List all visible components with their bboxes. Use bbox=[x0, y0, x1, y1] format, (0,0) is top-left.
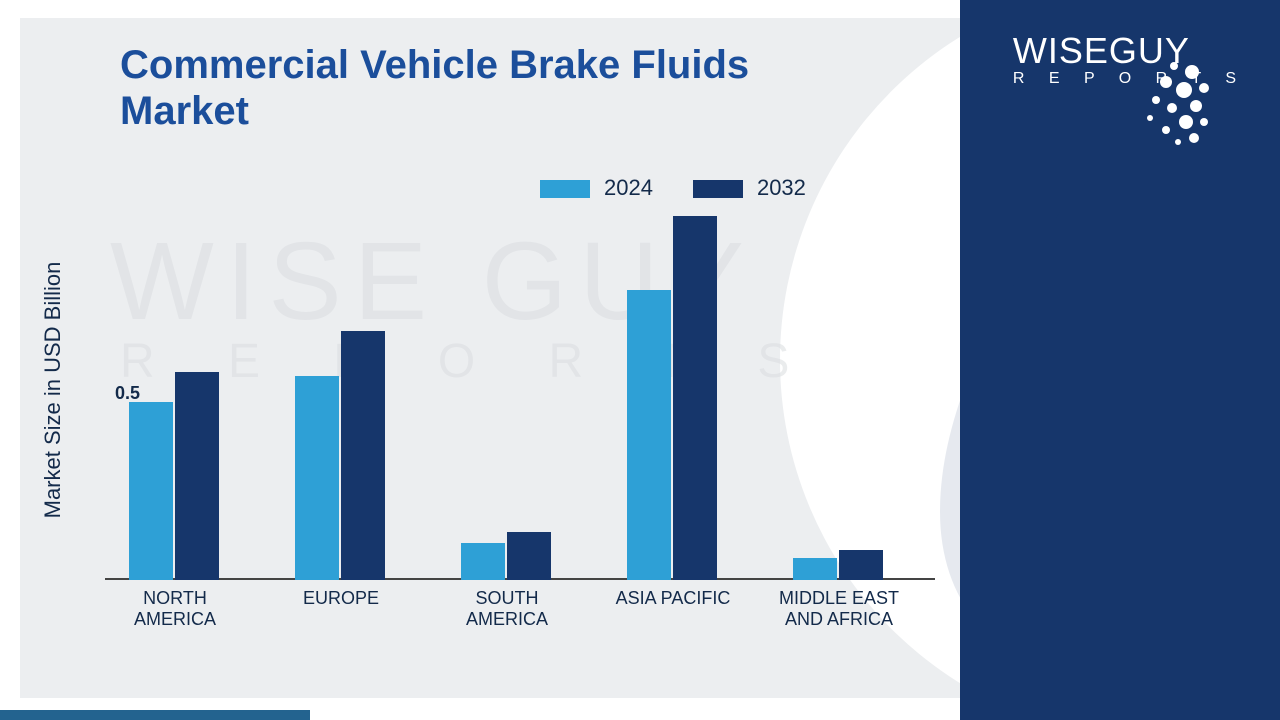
bottom-accent-strip bbox=[0, 710, 310, 720]
bar-2024 bbox=[627, 290, 671, 580]
page-canvas: WISEGUY R E P O R T S WISE GUYR E P O R … bbox=[0, 0, 1280, 720]
bar-2032 bbox=[507, 532, 551, 580]
y-axis-label: Market Size in USD Billion bbox=[40, 200, 66, 580]
category-label: SOUTH AMERICA bbox=[437, 588, 577, 629]
bar-2032 bbox=[341, 331, 385, 580]
bar-2024 bbox=[793, 558, 837, 580]
category-label: ASIA PACIFIC bbox=[603, 588, 743, 609]
brand-dots-icon bbox=[1096, 60, 1216, 150]
category-label: EUROPE bbox=[271, 588, 411, 609]
brand-logo: WISEGUY R E P O R T S bbox=[1013, 30, 1246, 88]
bar-2032 bbox=[175, 372, 219, 580]
brand-word-1: WISE bbox=[1013, 30, 1109, 71]
chart-plot-area: 0.5 NORTH AMERICAEUROPESOUTH AMERICAASIA… bbox=[105, 190, 935, 580]
chart-title: Commercial Vehicle Brake Fluids Market bbox=[120, 42, 840, 134]
bar-2024 bbox=[295, 376, 339, 580]
category-label: MIDDLE EAST AND AFRICA bbox=[769, 588, 909, 629]
bar-2024 bbox=[129, 402, 173, 580]
y-axis-label-wrap: Market Size in USD Billion bbox=[40, 0, 70, 200]
bar-2032 bbox=[673, 216, 717, 580]
category-label: NORTH AMERICA bbox=[105, 588, 245, 629]
bar-2024 bbox=[461, 543, 505, 580]
bar-2032 bbox=[839, 550, 883, 580]
